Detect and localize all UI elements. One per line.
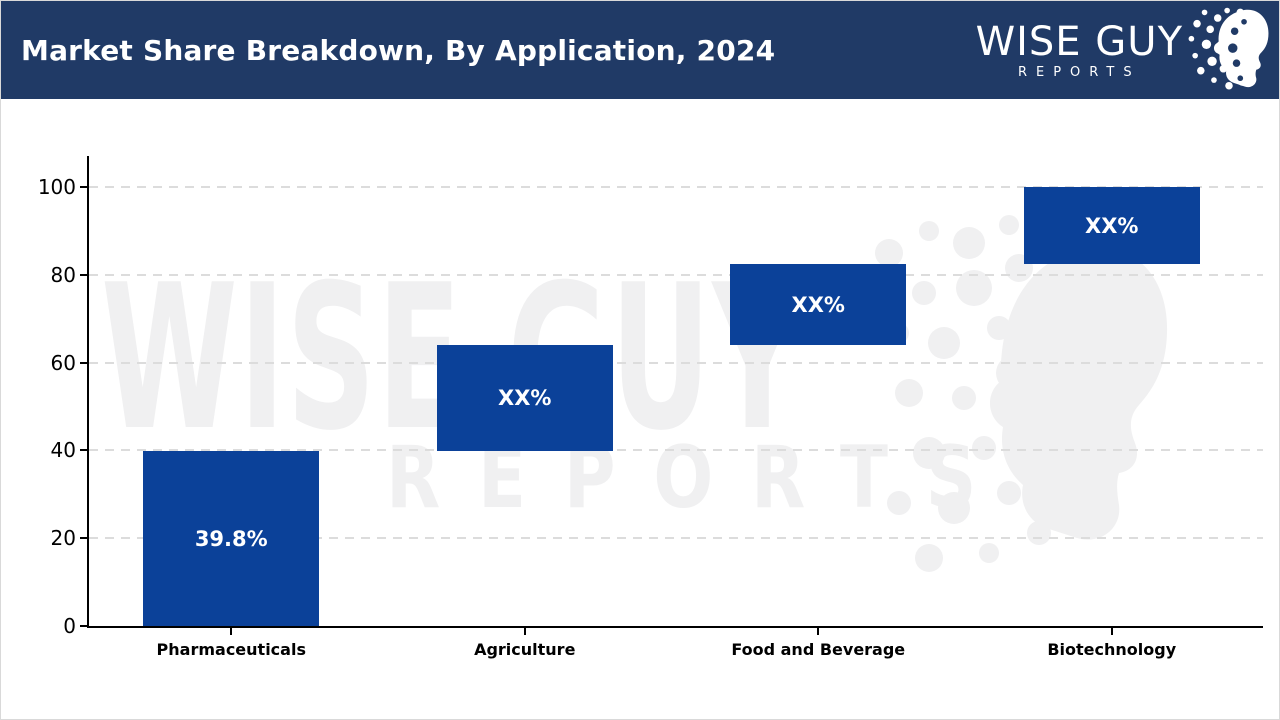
bar-food-and-beverage: XX%	[730, 264, 907, 346]
y-tick-mark	[80, 625, 89, 627]
y-tick-mark	[80, 273, 89, 276]
y-tick-label: 60	[50, 350, 76, 375]
logo-subtitle: REPORTS	[1017, 64, 1141, 80]
x-category-label-agriculture: Agriculture	[474, 640, 576, 659]
bar-biotechnology: XX%	[1023, 187, 1200, 265]
y-tick-label: 80	[50, 262, 76, 287]
bar-value-label: XX%	[1085, 213, 1139, 238]
x-category-label-pharmaceuticals: Pharmaceuticals	[156, 640, 306, 659]
y-tick-mark	[80, 449, 89, 452]
x-tick-mark	[230, 628, 233, 635]
logo-text: WISE GUY REPORTS	[976, 21, 1183, 80]
gridline-60	[89, 361, 1263, 364]
wise-guy-logo: WISE GUY REPORTS	[976, 1, 1273, 99]
x-axis-line	[87, 626, 1263, 628]
y-tick-mark	[80, 537, 89, 540]
logo-wordmark: WISE GUY	[975, 18, 1183, 65]
y-tick-mark	[80, 361, 89, 364]
bar-pharmaceuticals: 39.8%	[143, 451, 320, 626]
y-tick-label: 0	[63, 614, 76, 638]
y-tick-mark	[80, 186, 89, 188]
header-bar: Market Share Breakdown, By Application, …	[1, 1, 1279, 99]
y-axis-line	[87, 156, 89, 628]
x-tick-mark	[1110, 628, 1113, 635]
bar-value-label: XX%	[791, 292, 845, 317]
x-category-label-biotechnology: Biotechnology	[1047, 640, 1177, 659]
x-category-label-food-and-beverage: Food and Beverage	[731, 640, 906, 659]
x-tick-mark	[817, 628, 820, 635]
bar-value-label: 39.8%	[194, 526, 268, 551]
gridline-40	[89, 449, 1263, 452]
y-tick-label: 40	[50, 438, 76, 463]
bar-value-label: XX%	[498, 386, 552, 411]
y-tick-label: 20	[50, 526, 76, 551]
y-tick-label: 100	[37, 175, 76, 199]
logo-head-icon	[1188, 7, 1269, 90]
gridline-100	[89, 186, 1263, 188]
gridline-80	[89, 273, 1263, 276]
bar-agriculture: XX%	[436, 345, 613, 452]
x-tick-mark	[523, 628, 526, 635]
page-title: Market Share Breakdown, By Application, …	[21, 33, 776, 67]
watermark-head-icon	[875, 215, 1168, 572]
gridline-20	[89, 537, 1263, 540]
